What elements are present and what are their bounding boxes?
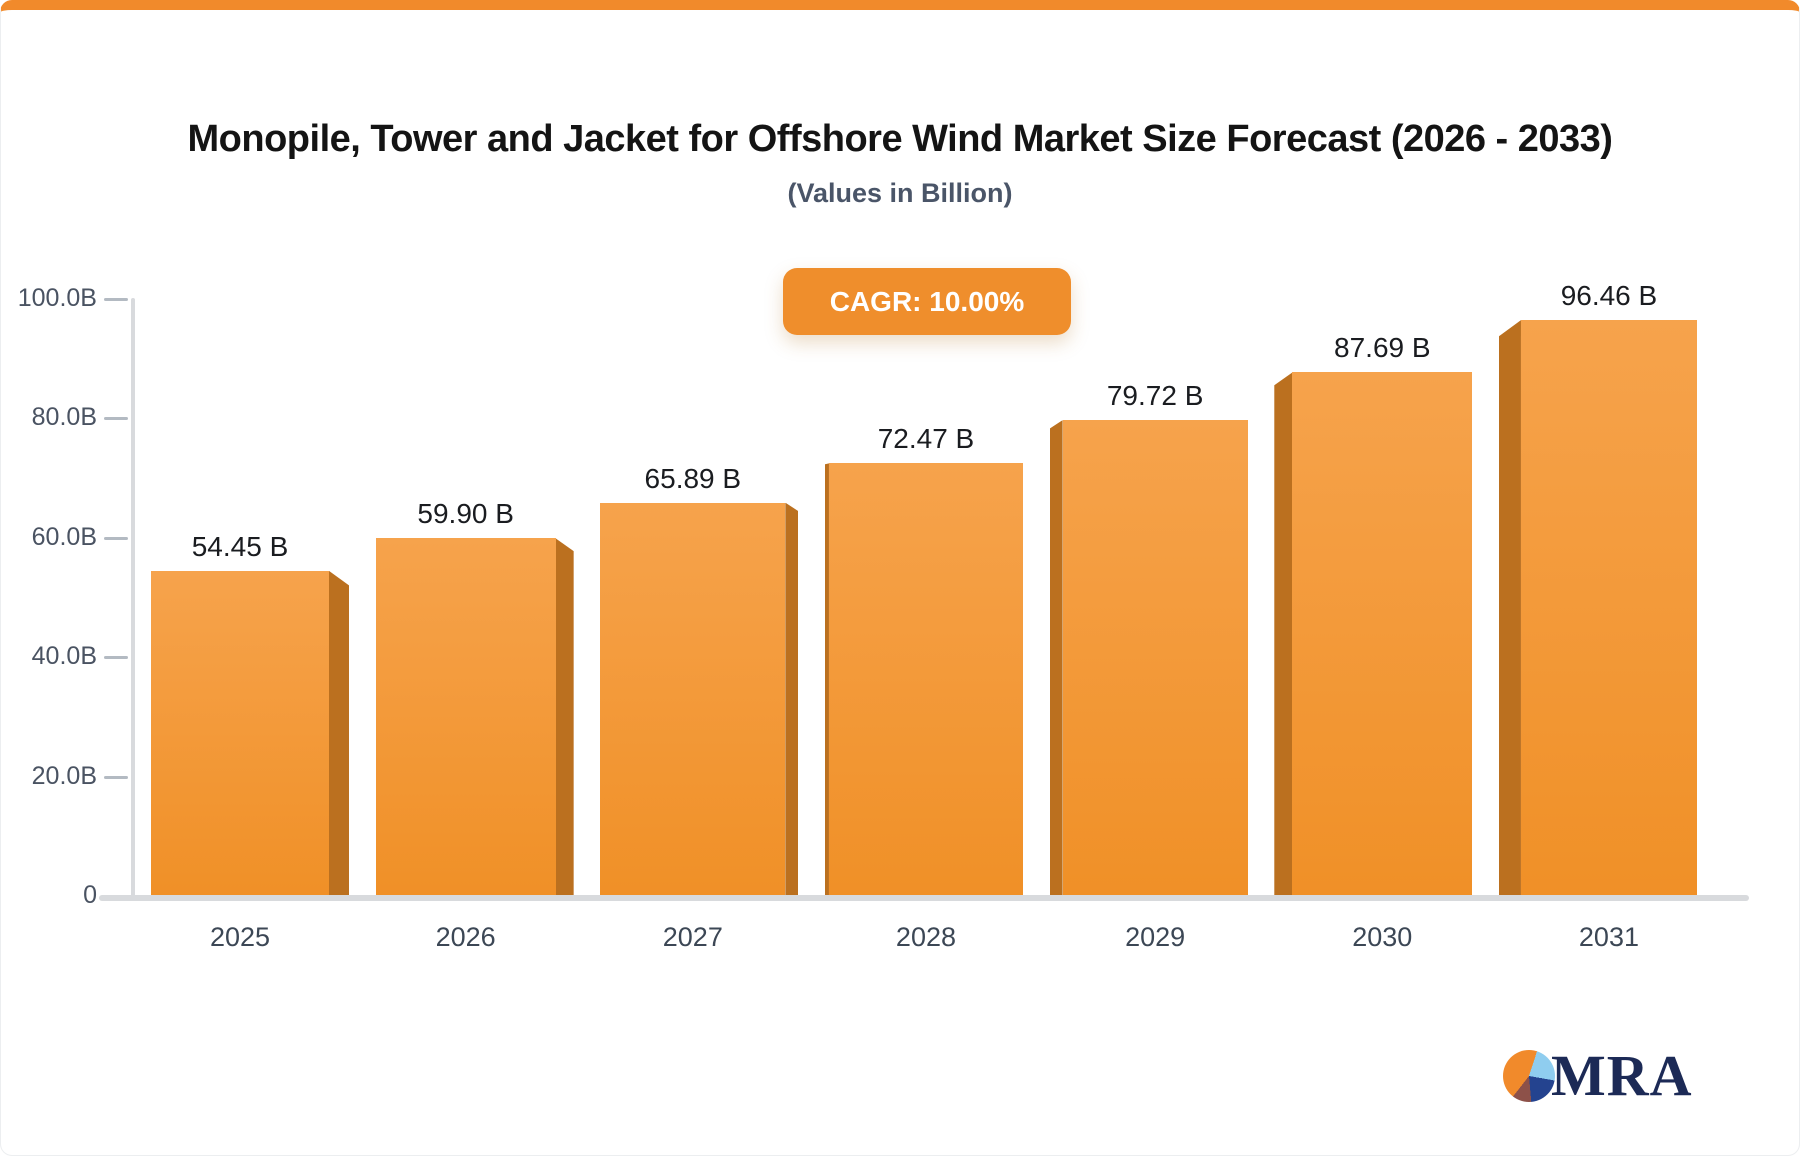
y-axis-tick-mark — [104, 536, 128, 540]
bar-value-label: 54.45 B — [191, 530, 289, 562]
bar-2025: 54.45 B — [151, 531, 349, 896]
y-axis-tick-label: 60.0B — [31, 522, 97, 551]
x-axis-label: 2026 — [435, 922, 496, 952]
bar-face — [1062, 420, 1248, 896]
chart-title: Monopile, Tower and Jacket for Offshore … — [187, 118, 1613, 160]
bar-face — [1292, 372, 1473, 896]
bar-side-3d — [785, 502, 799, 896]
bar-value-label: 59.90 B — [417, 498, 514, 530]
bar-side-3d — [824, 463, 829, 896]
y-axis-tick-mark — [104, 298, 128, 301]
bar-2031: 96.46 B — [1498, 280, 1697, 896]
x-axis-label: 2030 — [1352, 922, 1413, 952]
pie-chart-icon — [1503, 1050, 1555, 1102]
y-axis-tick-label: 40.0B — [31, 642, 97, 671]
bar-side-3d — [1498, 320, 1521, 896]
y-axis-tick-label: 100.0B — [17, 284, 97, 312]
bar-value-label: 72.47 B — [877, 423, 975, 455]
bar-side-3d — [1049, 420, 1063, 896]
y-axis-tick-mark — [104, 417, 128, 421]
bar-2030: 87.69 B — [1274, 332, 1473, 896]
mra-logo: MRA — [1503, 1043, 1693, 1108]
bar-side-3d — [329, 570, 349, 896]
y-axis-tick-label: 20.0B — [31, 761, 97, 790]
x-axis-label: 2031 — [1578, 922, 1639, 952]
chart-subtitle: (Values in Billion) — [787, 178, 1013, 208]
bar-face — [1520, 320, 1697, 896]
bar-face — [375, 538, 556, 896]
x-axis-label: 2028 — [895, 922, 956, 952]
x-axis-label: 2027 — [662, 922, 723, 952]
y-axis-tick-label: 0 — [83, 881, 97, 909]
bar-face — [828, 463, 1023, 896]
x-axis-line — [99, 895, 1749, 901]
bar-side-3d — [555, 538, 574, 896]
y-axis-tick-mark — [104, 656, 128, 660]
bar-value-label: 96.46 B — [1560, 280, 1658, 312]
y-axis-tick-mark — [104, 775, 128, 779]
y-axis-tick-label: 80.0B — [31, 403, 97, 432]
bar-chart: 100.0B 80.0B 60.0B 40.0B 20.0B 0 54.45 B 59.90… — [1, 10, 1799, 1155]
x-axis-label: 2029 — [1125, 922, 1186, 952]
cagr-badge: CAGR: 10.00% — [783, 268, 1071, 335]
logo-text: MRA — [1551, 1043, 1693, 1108]
bar-value-label: 65.89 B — [644, 462, 742, 494]
bar-2027: 65.89 B — [600, 463, 799, 896]
x-axis-label: 2025 — [209, 922, 271, 952]
bar-value-label: 87.69 B — [1334, 332, 1431, 364]
bar-value-label: 79.72 B — [1106, 380, 1204, 412]
bar-2026: 59.90 B — [375, 498, 574, 896]
bar-2028: 72.47 B — [824, 423, 1023, 896]
bar-side-3d — [1274, 372, 1293, 896]
bar-face — [151, 570, 329, 896]
y-axis-line — [131, 298, 135, 901]
bar-face — [600, 502, 786, 896]
bar-2029: 79.72 B — [1049, 380, 1248, 896]
